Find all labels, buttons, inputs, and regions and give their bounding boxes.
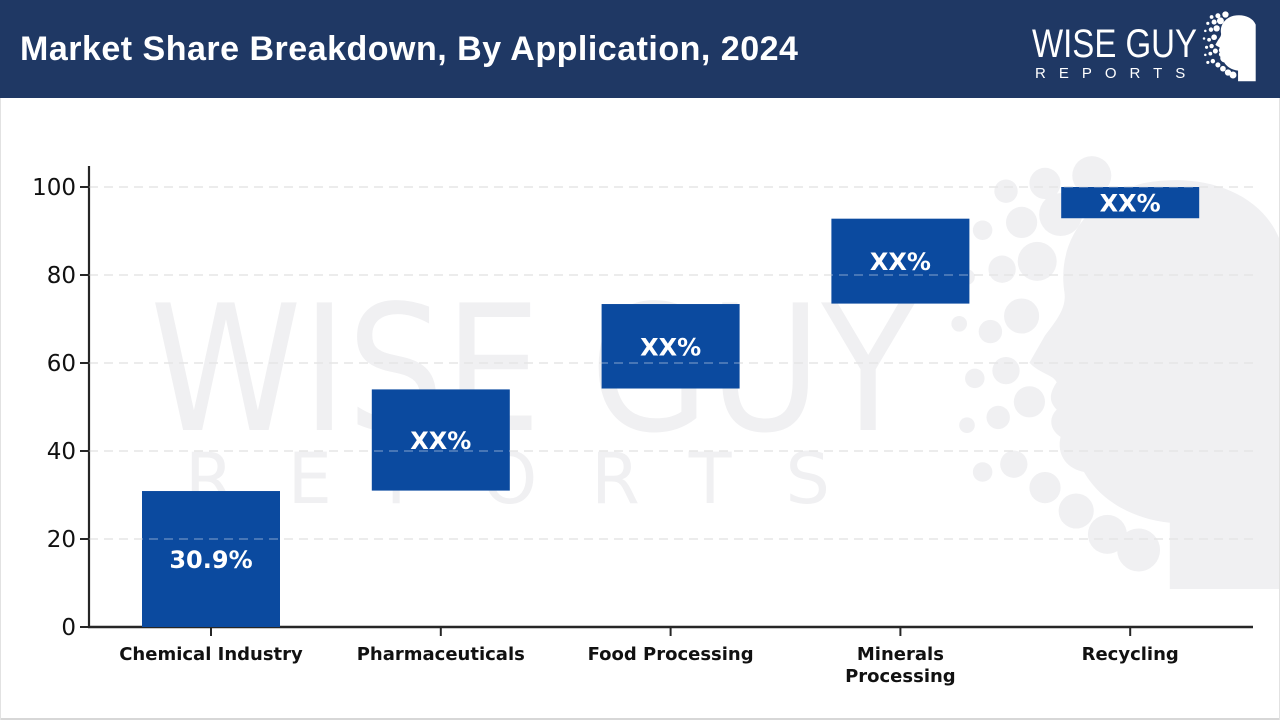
logo-brand-text: WISE GUY bbox=[1032, 22, 1197, 66]
bar-label-recycling: XX% bbox=[1100, 190, 1161, 218]
bar-chemical-industry bbox=[142, 491, 280, 627]
bar-label-pharmaceuticals: XX% bbox=[410, 427, 471, 455]
bar-label-minerals-processing: XX% bbox=[870, 248, 931, 276]
logo-sub-text: REPORTS bbox=[1035, 65, 1198, 82]
y-tick-label-40: 40 bbox=[47, 439, 76, 465]
bar-label-food-processing: XX% bbox=[640, 333, 701, 361]
bar-minerals-processing bbox=[831, 218, 970, 304]
bar-food-processing bbox=[601, 304, 740, 389]
page-left-border bbox=[0, 98, 1, 720]
category-label-recycling: Recycling bbox=[1082, 644, 1179, 665]
bar-recycling bbox=[1061, 187, 1200, 219]
face-profile-icon bbox=[1202, 11, 1256, 82]
y-tick-label-80: 80 bbox=[47, 263, 76, 289]
waterfall-chart: 0 20 40 60 80 100 30.9% XX% XX% XX% XX% Chemical In… bbox=[32, 166, 1253, 687]
bar-label-chemical-industry: 30.9% bbox=[169, 546, 252, 574]
page-bottom-border bbox=[0, 718, 1280, 720]
category-label-pharmaceuticals: Pharmaceuticals bbox=[357, 644, 525, 665]
y-tick-label-0: 0 bbox=[61, 615, 76, 641]
category-label-minerals-processing: Minerals bbox=[857, 644, 944, 665]
y-tick-label-60: 60 bbox=[47, 351, 76, 377]
wise-guy-logo: WISE GUY REPORTS bbox=[1032, 11, 1256, 82]
page-title: Market Share Breakdown, By Application, … bbox=[20, 29, 799, 68]
y-tick-label-100: 100 bbox=[32, 175, 76, 201]
chart-area: WISE GUY REPORTS 0 20 40 60 80 100 30.9% XX% XX%… bbox=[0, 98, 1280, 720]
y-tick-label-20: 20 bbox=[47, 527, 76, 553]
header: Market Share Breakdown, By Application, … bbox=[0, 0, 1280, 98]
watermark-brand-text: WISE GUY bbox=[150, 269, 916, 472]
bar-pharmaceuticals bbox=[371, 389, 510, 491]
category-label-chemical-industry: Chemical Industry bbox=[119, 644, 303, 665]
category-label-food-processing: Food Processing bbox=[588, 644, 754, 665]
category-label-minerals-processing: Processing bbox=[845, 666, 956, 687]
